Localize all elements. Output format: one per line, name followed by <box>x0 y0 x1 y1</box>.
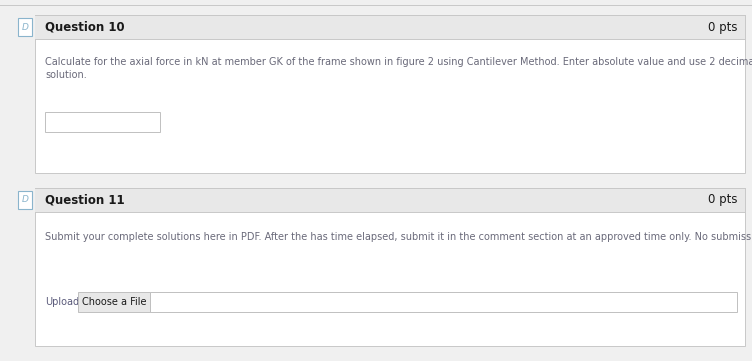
Text: 0 pts: 0 pts <box>708 21 737 34</box>
Text: 0 pts: 0 pts <box>708 193 737 206</box>
Text: Choose a File: Choose a File <box>82 297 146 307</box>
Text: D: D <box>22 22 29 31</box>
Bar <box>35 188 745 212</box>
Bar <box>18 18 32 36</box>
Text: Question 11: Question 11 <box>45 193 125 206</box>
Bar <box>35 188 745 346</box>
Bar <box>78 292 150 312</box>
Bar <box>35 15 745 173</box>
Text: Upload: Upload <box>45 297 79 307</box>
Bar <box>18 191 32 209</box>
Bar <box>35 15 745 39</box>
Text: Submit your complete solutions here in PDF. After the has time elapsed, submit i: Submit your complete solutions here in P… <box>45 232 752 242</box>
Text: D: D <box>22 196 29 204</box>
Text: solution.: solution. <box>45 70 86 80</box>
Bar <box>150 292 737 312</box>
Bar <box>45 112 160 132</box>
Text: Calculate for the axial force in kN at member GK of the frame shown in figure 2 : Calculate for the axial force in kN at m… <box>45 57 752 67</box>
Text: Question 10: Question 10 <box>45 21 125 34</box>
